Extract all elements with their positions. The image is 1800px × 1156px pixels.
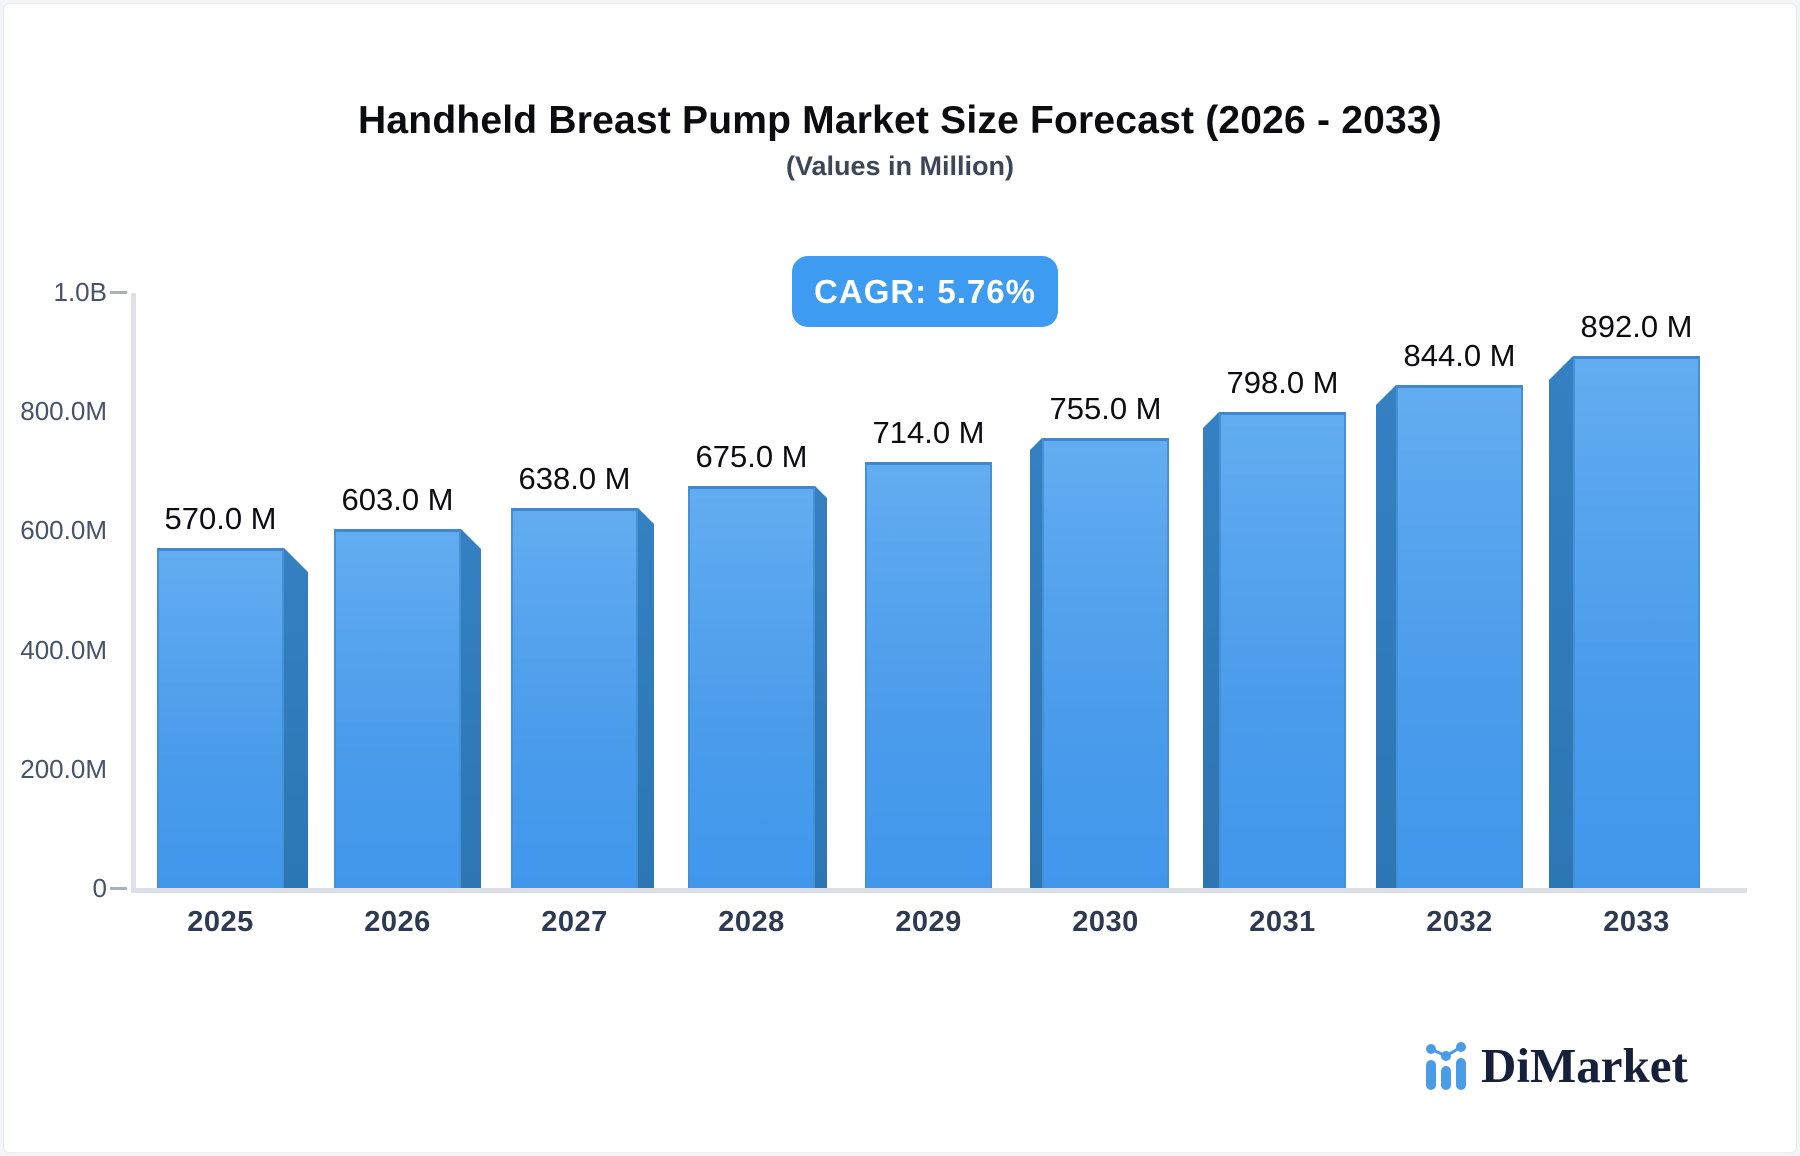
cagr-badge-label: CAGR: 5.76%	[814, 272, 1036, 310]
y-axis-tick	[110, 887, 127, 890]
x-axis-label: 2032	[1426, 906, 1493, 938]
x-axis-label: 2030	[1072, 906, 1139, 938]
bar-value-label: 570.0 M	[164, 501, 277, 536]
bar-side-panel	[638, 508, 654, 888]
y-axis-tick	[110, 291, 127, 294]
bar-side-panel	[1549, 356, 1573, 888]
bar-value-label: 755.0 M	[1049, 391, 1162, 426]
plot-area: 0 200.0M 400.0M 600.0M 800.0M 1.0B 570.0 M 2025…	[20, 277, 1746, 938]
x-axis-line	[131, 888, 1747, 893]
bar-2031[interactable]	[1219, 412, 1346, 888]
y-axis-tick-label: 1.0B	[53, 277, 108, 307]
bar-chart-logo-icon	[1426, 1042, 1466, 1090]
logo-text: DiMarket	[1481, 1038, 1688, 1093]
bar-value-label: 675.0 M	[695, 439, 808, 474]
bar-value-label: 603.0 M	[341, 482, 454, 517]
bar-side-panel	[284, 548, 308, 888]
bar-side-panel	[1030, 438, 1042, 888]
x-axis-label: 2026	[364, 906, 431, 938]
bar-value-label: 638.0 M	[518, 461, 631, 496]
bar-side-panel	[1376, 385, 1396, 888]
x-axis-label: 2027	[541, 906, 608, 938]
bar-2030[interactable]	[1042, 438, 1169, 888]
bar-value-label: 892.0 M	[1580, 309, 1693, 344]
y-axis-tick-label: 0	[92, 873, 107, 903]
bar-side-panel	[461, 529, 481, 888]
bar-value-label: 798.0 M	[1226, 365, 1339, 400]
chart-card: Handheld Breast Pump Market Size Forecas…	[3, 3, 1797, 1153]
bar-2027[interactable]	[511, 508, 638, 888]
bar-side-panel	[815, 486, 827, 888]
y-axis-tick-label: 600.0M	[20, 515, 107, 546]
chart-title: Handheld Breast Pump Market Size Forecas…	[358, 99, 1442, 142]
bar-2028[interactable]	[688, 486, 815, 888]
y-axis-line	[131, 293, 136, 891]
bar-2029[interactable]	[865, 462, 992, 888]
bar-2026[interactable]	[334, 529, 461, 888]
bar-value-label: 844.0 M	[1403, 338, 1516, 373]
x-axis-label: 2028	[718, 906, 785, 938]
y-axis-tick-label: 800.0M	[20, 396, 107, 427]
bar-2033[interactable]	[1573, 356, 1700, 888]
dimarket-logo: DiMarket	[1424, 1038, 1688, 1094]
x-axis-label: 2031	[1249, 906, 1316, 938]
x-axis-label: 2029	[895, 906, 962, 938]
chart-subtitle: (Values in Million)	[785, 151, 1015, 181]
bar-2032[interactable]	[1396, 385, 1523, 888]
x-axis-label: 2033	[1603, 906, 1670, 938]
x-axis-label: 2025	[187, 906, 254, 938]
y-axis-tick-label: 400.0M	[20, 634, 107, 665]
cagr-badge: CAGR: 5.76%	[792, 256, 1058, 327]
bar-side-panel	[1203, 412, 1219, 888]
bar-value-label: 714.0 M	[872, 415, 985, 450]
bar-2025[interactable]	[157, 548, 284, 888]
y-axis-tick-label: 200.0M	[20, 753, 107, 784]
